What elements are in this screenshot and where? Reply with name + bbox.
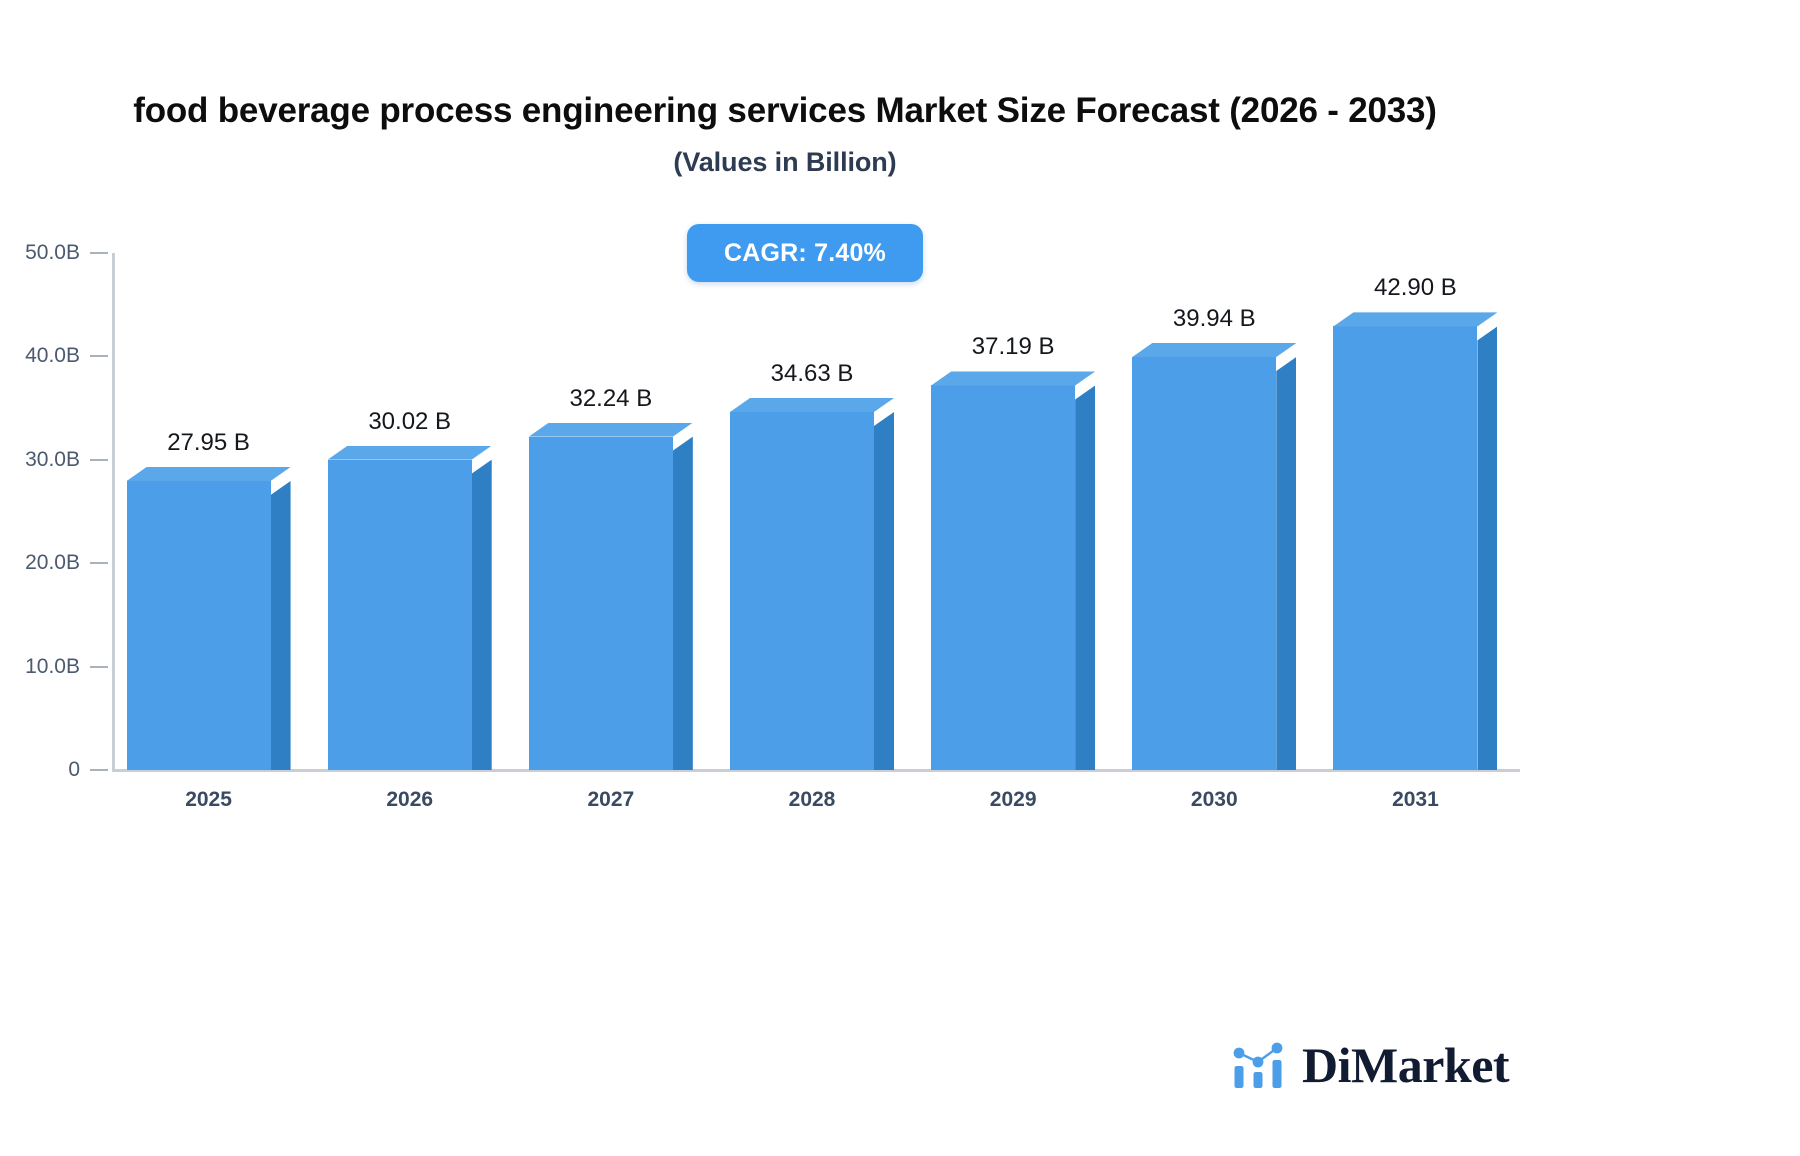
bar-value-label: 42.90 B (1374, 274, 1457, 302)
bar: 30.02 B (327, 408, 492, 770)
y-axis-tick-label: 30.0B (25, 447, 80, 471)
bar-top-face (528, 422, 693, 437)
bar-chart-dots-icon (1233, 1042, 1283, 1088)
x-axis-label: 2028 (788, 788, 836, 811)
bar: 32.24 B (528, 385, 693, 770)
bar-value-label: 39.94 B (1172, 305, 1256, 333)
bar-front-face (1132, 357, 1277, 770)
y-axis-tick-mark (90, 355, 108, 358)
bar-top-face (1132, 343, 1297, 358)
bar: 42.90 B (1333, 274, 1498, 770)
bar: 39.94 B (1132, 305, 1297, 770)
y-axis-tick-label: 20.0B (25, 551, 80, 575)
x-axis-label: 2030 (1190, 788, 1238, 811)
bar-front-face (327, 459, 472, 770)
dimarket-logo: DiMarket (1232, 1037, 1510, 1093)
bar-front-face (1333, 326, 1478, 770)
bar-value-label: 30.02 B (368, 407, 452, 435)
page-title: food beverage process engineering servic… (133, 91, 1437, 130)
x-axis-line (112, 769, 1520, 772)
bar-value-label: 32.24 B (569, 384, 653, 412)
x-axis-label: 2025 (185, 788, 232, 811)
bar-top-face (327, 445, 492, 460)
cagr-badge: CAGR: 7.40% (687, 224, 923, 282)
y-axis-line (112, 253, 115, 770)
bar-top-face (730, 397, 894, 412)
bar-value-label: 37.19 B (971, 333, 1055, 361)
chart-header: food beverage process engineering servic… (0, 91, 1570, 178)
bar-value-label: 34.63 B (770, 359, 854, 387)
y-axis-tick-mark (90, 562, 108, 565)
x-axis-label: 2026 (386, 788, 434, 811)
y-axis-tick-label: 40.0B (25, 344, 80, 368)
cagr-badge-label: CAGR: 7.40% (724, 238, 886, 267)
y-axis-tick-mark (90, 252, 108, 254)
bar-value-label: 27.95 B (167, 429, 250, 456)
bar-side-face (471, 459, 492, 770)
bar-side-face (1075, 385, 1096, 770)
bar-side-face (672, 436, 693, 770)
bar-top-face (931, 371, 1096, 386)
x-axis-label: 2031 (1392, 788, 1439, 811)
bar-side-face (874, 411, 894, 770)
bar-side-face (1477, 326, 1498, 770)
logo-text: DiMarket (1302, 1037, 1510, 1093)
bar-front-face (126, 481, 271, 770)
bar-side-face (270, 481, 291, 770)
bar-front-face (730, 411, 874, 770)
x-axis-label: 2027 (587, 788, 635, 811)
bar-front-face (528, 436, 673, 770)
bar: 27.95 B (126, 429, 291, 770)
y-axis-tick-mark (90, 769, 108, 771)
bar-top-face (1333, 312, 1498, 327)
y-axis-tick-label: 50.0B (25, 241, 80, 264)
y-axis-tick-mark (90, 458, 108, 461)
bar: 34.63 B (730, 360, 894, 770)
y-axis-tick-mark (90, 665, 108, 668)
chart-subtitle: (Values in Billion) (673, 146, 897, 177)
bar-side-face (1276, 357, 1297, 770)
y-axis-tick-label: 10.0B (25, 654, 80, 678)
plot-area: 27.95 B 30.02 B 32.24 B 34.63 B 37.19 B 39.94… (112, 253, 1520, 770)
bar-front-face (931, 385, 1076, 770)
bar: 37.19 B (931, 333, 1096, 770)
y-axis-tick-label: 0 (68, 758, 80, 781)
x-axis-label: 2029 (989, 788, 1037, 811)
bar-top-face (126, 467, 291, 481)
